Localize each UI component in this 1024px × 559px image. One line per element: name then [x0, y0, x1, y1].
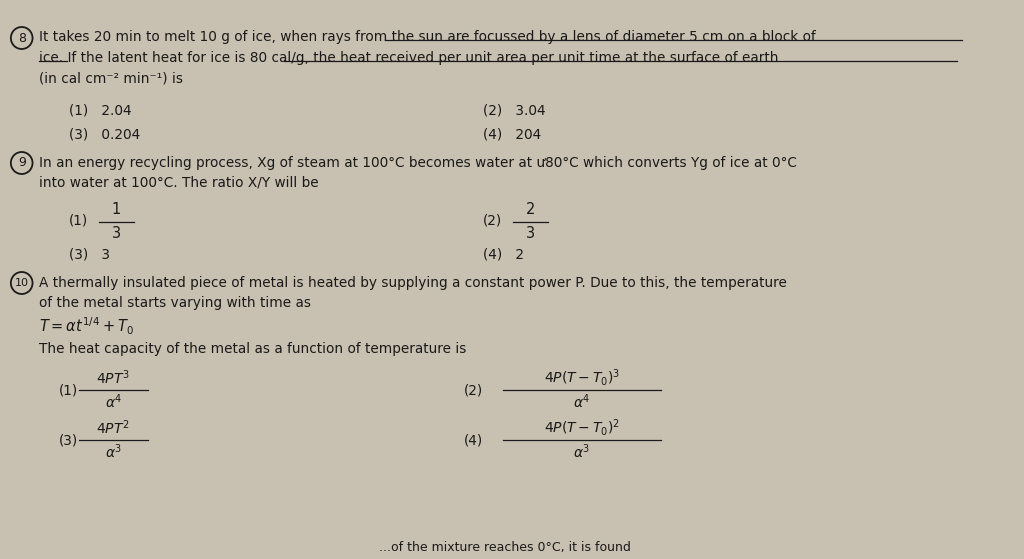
Text: $\alpha^3$: $\alpha^3$: [104, 443, 122, 461]
Text: (4)   204: (4) 204: [483, 128, 542, 142]
Text: (1): (1): [59, 383, 79, 397]
Text: into water at 100°C. The ratio X/Y will be: into water at 100°C. The ratio X/Y will …: [40, 176, 319, 190]
Text: (4)   2: (4) 2: [483, 248, 524, 262]
Text: $\alpha^4$: $\alpha^4$: [104, 393, 122, 411]
Text: 2: 2: [526, 202, 536, 217]
Text: (in cal cm⁻² min⁻¹) is: (in cal cm⁻² min⁻¹) is: [40, 71, 183, 85]
Text: ...of the mixture reaches 0°C, it is found: ...of the mixture reaches 0°C, it is fou…: [379, 542, 631, 555]
Text: (4): (4): [464, 433, 482, 447]
Text: (3): (3): [59, 433, 79, 447]
Text: 3: 3: [526, 226, 536, 241]
Text: $4PT^2$: $4PT^2$: [96, 419, 130, 437]
Text: ice. If the latent heat for ice is 80 cal/g, the heat received per unit area per: ice. If the latent heat for ice is 80 ca…: [40, 51, 779, 65]
Text: (3)   3: (3) 3: [69, 248, 110, 262]
Text: (1)   2.04: (1) 2.04: [69, 103, 132, 117]
Text: 10: 10: [14, 278, 29, 288]
Text: (2)   3.04: (2) 3.04: [483, 103, 546, 117]
Text: (2): (2): [483, 213, 503, 227]
Text: It takes 20 min to melt 10 g of ice, when rays from the sun are focussed by a le: It takes 20 min to melt 10 g of ice, whe…: [40, 30, 816, 44]
Text: 1: 1: [112, 202, 121, 217]
Text: $\alpha^3$: $\alpha^3$: [573, 443, 591, 461]
Text: (3)   0.204: (3) 0.204: [69, 128, 140, 142]
Text: 8: 8: [17, 31, 26, 45]
Text: In an energy recycling process, Xg of steam at 100°C becomes water at ư80°C whic: In an energy recycling process, Xg of st…: [40, 156, 798, 170]
Text: A thermally insulated piece of metal is heated by supplying a constant power P. : A thermally insulated piece of metal is …: [40, 276, 787, 290]
Text: The heat capacity of the metal as a function of temperature is: The heat capacity of the metal as a func…: [40, 342, 467, 356]
Text: $T = \alpha t^{1/4} + T_0$: $T = \alpha t^{1/4} + T_0$: [40, 315, 134, 337]
Text: $4P(T - T_0)^2$: $4P(T - T_0)^2$: [544, 418, 620, 438]
Text: 9: 9: [17, 157, 26, 169]
Text: of the metal starts varying with time as: of the metal starts varying with time as: [40, 296, 311, 310]
Text: (2): (2): [464, 383, 482, 397]
Text: 3: 3: [112, 226, 121, 241]
Text: $\alpha^4$: $\alpha^4$: [573, 393, 591, 411]
Text: $4P(T - T_0)^3$: $4P(T - T_0)^3$: [544, 367, 620, 389]
Text: $4PT^3$: $4PT^3$: [96, 369, 130, 387]
Text: (1): (1): [69, 213, 88, 227]
